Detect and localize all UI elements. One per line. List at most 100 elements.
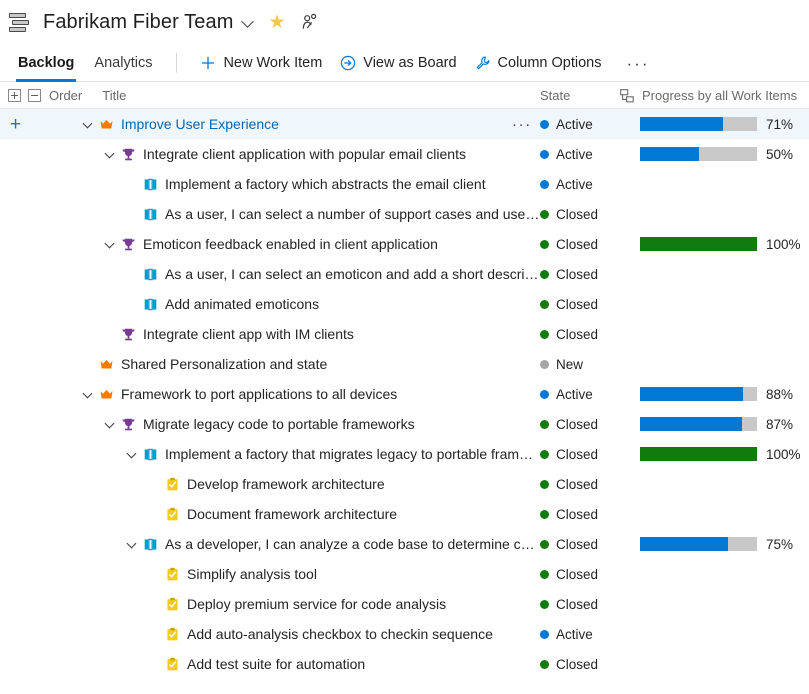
arrow-circle-right-icon	[340, 55, 356, 71]
row-title-cell: Add animated emoticons	[80, 296, 540, 312]
row-title-cell: Add auto-analysis checkbox to checkin se…	[80, 626, 540, 642]
work-item-title[interactable]: Simplify analysis tool	[187, 566, 317, 582]
backlog-row[interactable]: Emoticon feedback enabled in client appl…	[0, 229, 809, 259]
column-header-state[interactable]: State	[540, 88, 571, 103]
column-header-order[interactable]: Order	[49, 88, 83, 103]
backlog-row[interactable]: Add auto-analysis checkbox to checkin se…	[0, 619, 809, 649]
progress-percent-label: 88%	[766, 386, 794, 402]
work-item-title[interactable]: Emoticon feedback enabled in client appl…	[143, 236, 438, 252]
backlog-row[interactable]: Implement a factory that migrates legacy…	[0, 439, 809, 469]
backlog-row[interactable]: Add animated emoticons Closed	[0, 289, 809, 319]
work-item-title[interactable]: As a user, I can select an emoticon and …	[165, 266, 540, 282]
work-item-title[interactable]: Develop framework architecture	[187, 476, 385, 492]
backlog-row[interactable]: + Improve User Experience ··· Active 71%	[0, 109, 809, 139]
state-dot	[540, 659, 549, 669]
crown-icon	[98, 356, 114, 372]
row-state-cell: Closed	[540, 537, 598, 552]
row-state-cell: Closed	[540, 657, 598, 672]
work-item-title[interactable]: Migrate legacy code to portable framewor…	[143, 416, 415, 432]
tab-backlog[interactable]: Backlog	[8, 45, 84, 82]
state-dot	[540, 419, 549, 429]
state-dot	[540, 119, 549, 129]
backlog-row[interactable]: Deploy premium service for code analysis…	[0, 589, 809, 619]
column-header-progress[interactable]: Progress by all Work Items	[620, 88, 797, 103]
state-label: Closed	[556, 296, 599, 312]
row-state-cell: Active	[540, 117, 593, 132]
state-label: New	[556, 356, 584, 372]
state-label: Active	[556, 176, 593, 192]
backlog-row[interactable]: Implement a factory which abstracts the …	[0, 169, 809, 199]
work-item-title[interactable]: Add animated emoticons	[165, 296, 320, 312]
work-item-title[interactable]: Integrate client application with popula…	[143, 146, 466, 162]
progress-bar-fill	[640, 447, 757, 461]
chevron-down-icon[interactable]	[102, 146, 118, 162]
chevron-down-icon[interactable]	[124, 536, 140, 552]
backlog-row[interactable]: Integrate client app with IM clients Clos…	[0, 319, 809, 349]
progress-bar-fill	[640, 387, 743, 401]
chevron-down-icon[interactable]	[102, 416, 118, 432]
command-bar: Backlog Analytics New Work Item View as …	[0, 44, 809, 82]
add-child-item-button[interactable]: +	[10, 113, 22, 135]
app-header: Fabrikam Fiber Team ★	[0, 0, 809, 44]
column-header-title[interactable]: Title	[102, 88, 127, 103]
column-options-button[interactable]: Column Options	[466, 48, 611, 78]
work-item-title[interactable]: As a user, I can select a number of supp…	[165, 206, 540, 222]
work-item-title[interactable]: Shared Personalization and state	[121, 356, 328, 372]
row-title-cell: Emoticon feedback enabled in client appl…	[80, 236, 540, 252]
new-work-item-label: New Work Item	[223, 55, 323, 71]
chevron-down-icon[interactable]	[124, 446, 140, 462]
row-context-menu-button[interactable]: ···	[512, 115, 532, 133]
state-label: Active	[556, 146, 593, 162]
backlog-row[interactable]: Framework to port applications to all de…	[0, 379, 809, 409]
work-item-title[interactable]: As a developer, I can analyze a code bas…	[165, 536, 540, 552]
state-dot	[540, 479, 549, 489]
backlog-row[interactable]: Simplify analysis tool Closed	[0, 559, 809, 589]
new-work-item-button[interactable]: New Work Item	[191, 48, 331, 78]
progress-percent-label: 75%	[766, 536, 794, 552]
tab-backlog-label: Backlog	[18, 54, 75, 71]
backlog-row[interactable]: Document framework architecture Closed	[0, 499, 809, 529]
progress-bar-fill	[640, 237, 757, 251]
backlog-row[interactable]: Integrate client application with popula…	[0, 139, 809, 169]
backlog-row[interactable]: Migrate legacy code to portable framewor…	[0, 409, 809, 439]
twisty-spacer	[146, 596, 162, 612]
work-item-title[interactable]: Deploy premium service for code analysis	[187, 596, 447, 612]
work-item-title[interactable]: Integrate client app with IM clients	[143, 326, 354, 342]
backlog-row[interactable]: Develop framework architecture Closed	[0, 469, 809, 499]
team-members-icon[interactable]	[299, 12, 319, 32]
state-dot	[540, 269, 549, 279]
progress-bar-fill	[640, 537, 728, 551]
backlog-list-icon[interactable]	[9, 10, 35, 34]
trophy-icon	[120, 416, 136, 432]
row-progress-cell: 71%	[640, 117, 793, 132]
backlog-row[interactable]: Shared Personalization and state New	[0, 349, 809, 379]
progress-bar	[640, 387, 757, 401]
backlog-row[interactable]: As a user, I can select a number of supp…	[0, 199, 809, 229]
chevron-down-icon[interactable]	[242, 15, 256, 29]
work-item-title[interactable]: Document framework architecture	[187, 506, 398, 522]
favorite-star-icon[interactable]: ★	[268, 11, 286, 33]
row-title-cell: Migrate legacy code to portable framewor…	[80, 416, 540, 432]
work-item-title[interactable]: Implement a factory that migrates legacy…	[165, 446, 540, 462]
view-as-board-button[interactable]: View as Board	[331, 48, 465, 78]
expand-all-button[interactable]	[8, 89, 21, 102]
work-item-title[interactable]: Framework to port applications to all de…	[121, 386, 398, 402]
row-title-cell: Framework to port applications to all de…	[80, 386, 540, 402]
chevron-down-icon[interactable]	[102, 236, 118, 252]
backlog-row[interactable]: Add test suite for automation Closed	[0, 649, 809, 679]
more-commands-button[interactable]: ···	[626, 53, 650, 73]
work-item-title[interactable]: Implement a factory which abstracts the …	[165, 176, 486, 192]
tab-analytics[interactable]: Analytics	[84, 45, 162, 82]
work-item-title[interactable]: Add auto-analysis checkbox to checkin se…	[187, 626, 493, 642]
twisty-spacer	[124, 266, 140, 282]
chevron-down-icon[interactable]	[80, 116, 96, 132]
chevron-down-icon[interactable]	[80, 386, 96, 402]
backlog-row[interactable]: As a user, I can select an emoticon and …	[0, 259, 809, 289]
collapse-all-button[interactable]	[28, 89, 41, 102]
progress-percent-label: 100%	[766, 236, 801, 252]
work-item-title[interactable]: Add test suite for automation	[187, 656, 366, 672]
twisty-spacer	[124, 296, 140, 312]
backlog-row[interactable]: As a developer, I can analyze a code bas…	[0, 529, 809, 559]
work-item-title[interactable]: Improve User Experience	[121, 116, 279, 132]
row-state-cell: Closed	[540, 267, 598, 282]
